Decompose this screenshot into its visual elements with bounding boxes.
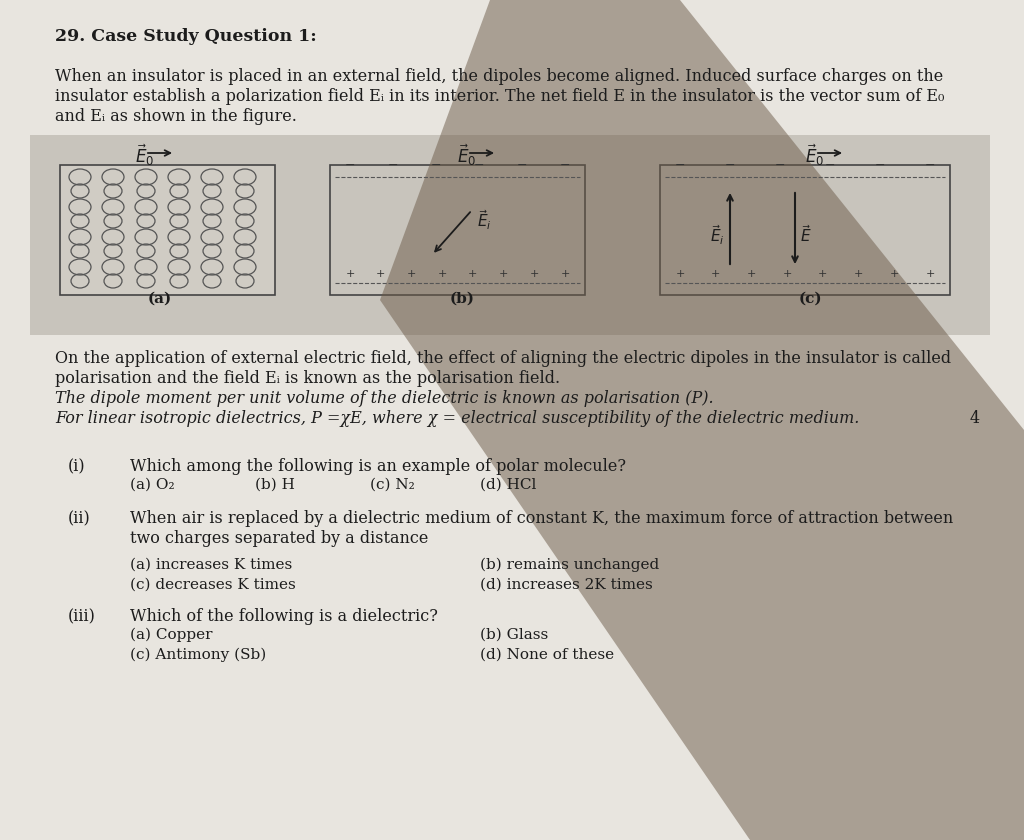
Text: $\vec{E}_0$: $\vec{E}_0$ (805, 143, 824, 169)
Text: For linear isotropic dielectrics, P =χE, where χ = electrical susceptibility of : For linear isotropic dielectrics, P =χE,… (55, 410, 859, 427)
Text: +: + (926, 269, 935, 279)
Text: +: + (407, 269, 416, 279)
Text: +: + (782, 269, 792, 279)
Text: Which of the following is a dielectric?: Which of the following is a dielectric? (130, 608, 438, 625)
Text: On the application of external electric field, the effect of aligning the electr: On the application of external electric … (55, 350, 951, 367)
Text: (b): (b) (450, 292, 474, 306)
Text: (c) Antimony (Sb): (c) Antimony (Sb) (130, 648, 266, 663)
Text: $\vec{E}_0$: $\vec{E}_0$ (135, 143, 155, 169)
Text: −: − (675, 159, 685, 172)
Bar (30, 135, 990, 335)
Text: −: − (775, 159, 785, 172)
Text: −: − (345, 159, 355, 172)
Text: −: − (517, 159, 527, 172)
Text: The dipole moment per unit volume of the dielectric is known as polarisation (P): The dipole moment per unit volume of the… (55, 390, 714, 407)
Text: −: − (874, 159, 886, 172)
Text: +: + (345, 269, 354, 279)
Text: (ii): (ii) (68, 510, 91, 527)
Text: insulator establish a polarization field Eᵢ in its interior. The net field E in : insulator establish a polarization field… (55, 88, 944, 105)
Text: −: − (431, 159, 441, 172)
Bar (330, 165, 585, 295)
Text: and Eᵢ as shown in the figure.: and Eᵢ as shown in the figure. (55, 108, 297, 125)
Text: +: + (560, 269, 569, 279)
Polygon shape (380, 0, 1024, 840)
Text: (a) O₂: (a) O₂ (130, 478, 175, 492)
Text: (a) Copper: (a) Copper (130, 628, 213, 643)
Text: +: + (854, 269, 863, 279)
Text: −: − (560, 159, 570, 172)
Text: $\vec{E}_i$: $\vec{E}_i$ (477, 208, 492, 232)
Text: Which among the following is an example of polar molecule?: Which among the following is an example … (130, 458, 626, 475)
Text: (b) Glass: (b) Glass (480, 628, 548, 642)
Text: +: + (818, 269, 827, 279)
Text: (b) H: (b) H (255, 478, 295, 492)
Text: −: − (388, 159, 398, 172)
Text: $\vec{E}_0$: $\vec{E}_0$ (458, 143, 476, 169)
Bar (60, 165, 275, 295)
Text: When air is replaced by a dielectric medium of constant K, the maximum force of : When air is replaced by a dielectric med… (130, 510, 953, 527)
Text: $\vec{E}_i$: $\vec{E}_i$ (711, 223, 725, 247)
Text: +: + (711, 269, 721, 279)
Text: $\vec{E}$: $\vec{E}$ (800, 224, 812, 245)
Text: (c): (c) (798, 292, 822, 306)
Text: +: + (499, 269, 508, 279)
Text: +: + (437, 269, 446, 279)
Text: +: + (529, 269, 539, 279)
Text: (b) remains unchanged: (b) remains unchanged (480, 558, 659, 572)
Text: +: + (468, 269, 477, 279)
Text: (a) increases K times: (a) increases K times (130, 558, 292, 572)
Text: (c) decreases K times: (c) decreases K times (130, 578, 296, 592)
Text: (d) HCl: (d) HCl (480, 478, 537, 492)
Text: polarisation and the field Eᵢ is known as the polarisation field.: polarisation and the field Eᵢ is known a… (55, 370, 560, 387)
Text: 29. Case Study Question 1:: 29. Case Study Question 1: (55, 28, 316, 45)
Text: +: + (675, 269, 685, 279)
Text: (i): (i) (68, 458, 86, 475)
Text: −: − (474, 159, 484, 172)
Text: (c) N₂: (c) N₂ (370, 478, 415, 492)
Text: When an insulator is placed in an external field, the dipoles become aligned. In: When an insulator is placed in an extern… (55, 68, 943, 85)
Text: 4: 4 (970, 410, 980, 427)
Text: +: + (746, 269, 756, 279)
Text: (d) None of these: (d) None of these (480, 648, 614, 662)
Text: −: − (925, 159, 935, 172)
Bar (660, 165, 950, 295)
Text: −: − (824, 159, 836, 172)
Text: two charges separated by a distance: two charges separated by a distance (130, 530, 428, 547)
Text: (d) increases 2K times: (d) increases 2K times (480, 578, 652, 592)
Text: (iii): (iii) (68, 608, 96, 625)
Text: −: − (725, 159, 735, 172)
Text: +: + (376, 269, 385, 279)
Text: +: + (890, 269, 899, 279)
Text: (a): (a) (147, 292, 172, 306)
